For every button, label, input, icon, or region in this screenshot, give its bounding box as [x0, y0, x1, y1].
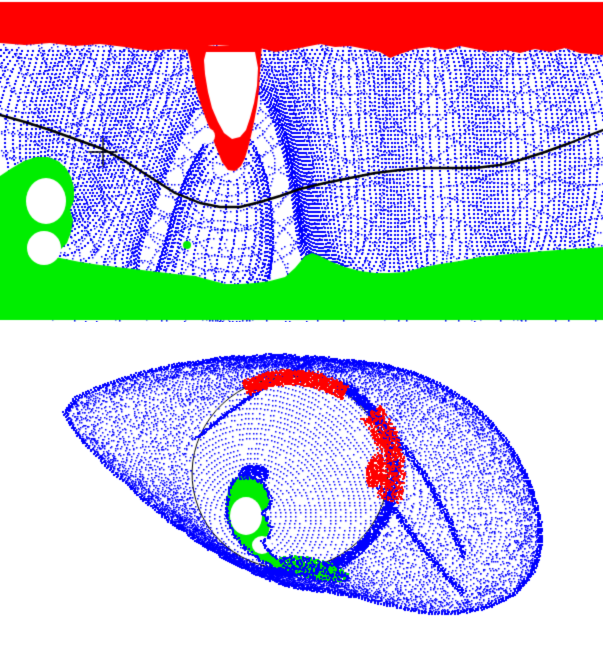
flattened-map-canvas — [0, 0, 603, 322]
surface-3d-canvas — [0, 322, 603, 645]
surface-3d-panel — [0, 322, 603, 645]
flattened-map-panel — [0, 0, 603, 322]
